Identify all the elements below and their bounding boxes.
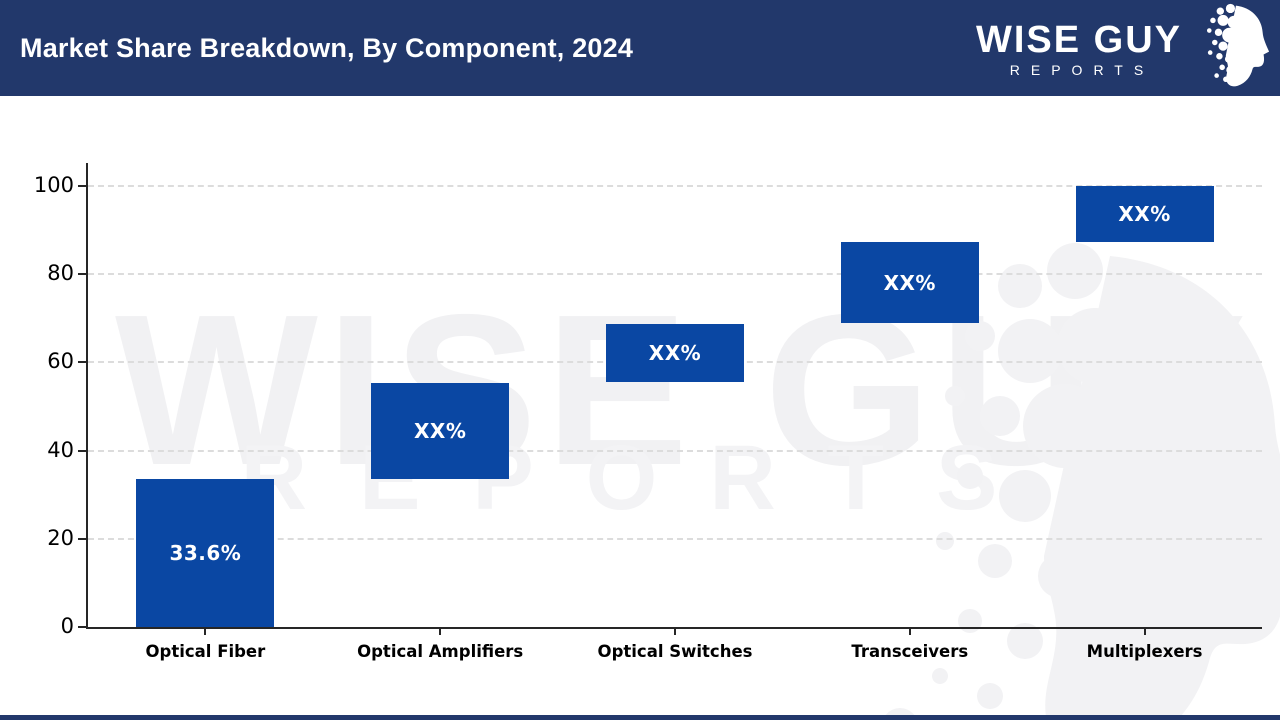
y-tick-mark — [78, 273, 86, 276]
gridline-y-40 — [88, 449, 1262, 452]
y-tick-mark — [78, 185, 86, 188]
footer-strip — [0, 715, 1280, 720]
y-tick-label: 20 — [47, 525, 74, 550]
chart-title: Market Share Breakdown, By Component, 20… — [20, 32, 634, 63]
x-tick-mark — [204, 629, 207, 635]
bar-value-label: XX% — [648, 340, 702, 365]
bar-optical-amplifiers: XX% — [371, 382, 510, 479]
y-axis-line — [86, 163, 88, 629]
bar-value-label: 33.6% — [169, 540, 242, 565]
gridline-y-20 — [88, 537, 1262, 540]
logo-face-icon — [1206, 3, 1270, 87]
x-tick-mark — [439, 629, 442, 635]
chart-plot-area: 0 20 40 60 80 100 33.6% Optical Fiber XX% Optical… — [34, 163, 1262, 661]
y-tick-label: 80 — [47, 261, 74, 286]
bar-optical-fiber: 33.6% — [136, 478, 275, 627]
y-tick-mark — [78, 449, 86, 452]
x-axis-line — [86, 627, 1262, 629]
x-tick-mark — [674, 629, 676, 635]
bar-value-label: XX% — [413, 418, 467, 443]
wiseguy-logo: WISE GUY REPORTS — [976, 0, 1270, 96]
x-category-label: Optical Switches — [597, 642, 753, 661]
y-tick-mark — [78, 361, 86, 364]
logo-subtitle: REPORTS — [1009, 61, 1155, 78]
bar-value-label: XX% — [1118, 202, 1171, 227]
x-tick-mark — [908, 629, 911, 635]
x-category-label: Optical Fiber — [145, 642, 266, 661]
bar-value-label: XX% — [883, 270, 936, 295]
logo-text: WISE GUY REPORTS — [976, 20, 1182, 79]
gridline-y-100 — [88, 185, 1262, 188]
header-banner: Market Share Breakdown, By Component, 20… — [0, 0, 1280, 96]
x-category-label: Optical Amplifiers — [357, 642, 524, 661]
x-category-label: Transceivers — [851, 642, 969, 661]
logo-wordmark: WISE GUY — [975, 18, 1182, 61]
gridline-y-80 — [88, 273, 1262, 276]
y-tick-label: 60 — [47, 349, 74, 374]
bar-transceivers: XX% — [840, 242, 979, 323]
bar-multiplexers: XX% — [1075, 186, 1214, 243]
y-tick-label: 0 — [60, 614, 74, 638]
bar-optical-switches: XX% — [606, 323, 744, 382]
x-tick-mark — [1143, 629, 1146, 635]
y-tick-label: 40 — [47, 437, 74, 462]
x-category-label: Multiplexers — [1086, 642, 1203, 661]
y-tick-label: 100 — [33, 173, 74, 198]
y-tick-mark — [78, 626, 86, 628]
y-tick-mark — [78, 537, 86, 540]
